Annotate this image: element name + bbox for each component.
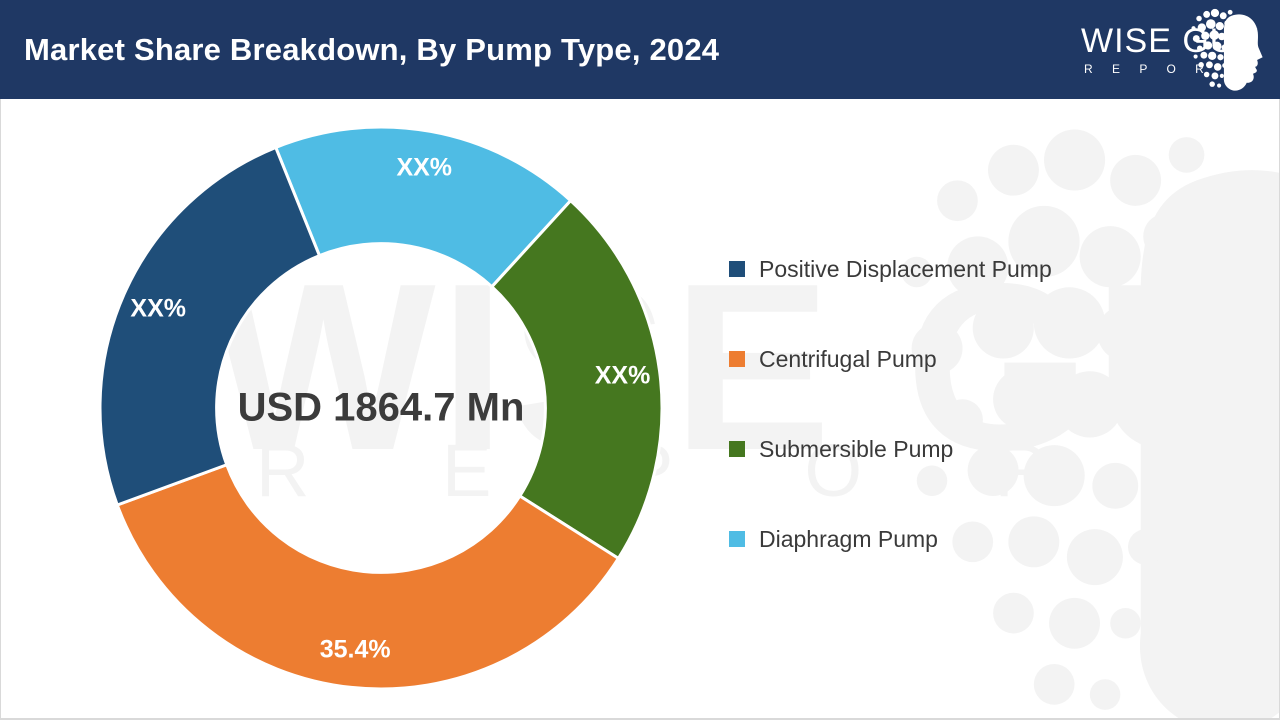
wise-guy-reports-logo: WISE GUY R E P O R T S [1036,4,1266,96]
legend-swatch-icon [729,351,745,367]
legend-item-centrifugal-pump: Centrifugal Pump [729,344,1052,374]
chart-center-value: USD 1864.7 Mn [237,385,525,430]
legend-item-diaphragm-pump: Diaphragm Pump [729,524,1052,554]
legend-swatch-icon [729,441,745,457]
legend-label: Centrifugal Pump [759,345,937,372]
donut-segment-positive-displacement-pump [98,145,321,507]
donut-segment-centrifugal-pump [115,463,620,691]
legend-swatch-icon [729,261,745,277]
dotted-face-icon [1191,8,1263,91]
logo-subtitle: R E P O R T S [1084,62,1266,76]
legend-item-positive-displacement-pump: Positive Displacement Pump [729,254,1052,284]
chart-legend: Positive Displacement Pump Centrifugal P… [729,254,1052,614]
donut-segment-diaphragm-pump [274,125,573,289]
header-bar: Market Share Breakdown, By Pump Type, 20… [0,0,1280,99]
chart-canvas: WISE GUY R E P O R T S XX%XX%35.4%XX% US… [0,99,1280,720]
segment-value-label: 35.4% [319,635,391,664]
segment-value-label: XX% [594,361,651,390]
donut-chart [98,125,664,691]
segment-value-label: XX% [396,153,453,182]
legend-swatch-icon [729,531,745,547]
legend-label: Submersible Pump [759,435,954,462]
segment-value-label: XX% [130,294,186,323]
legend-label: Diaphragm Pump [759,525,938,552]
legend-label: Positive Displacement Pump [759,255,1052,282]
page-title: Market Share Breakdown, By Pump Type, 20… [24,31,720,67]
donut-segment-submersible-pump [490,199,664,560]
legend-item-submersible-pump: Submersible Pump [729,434,1052,464]
